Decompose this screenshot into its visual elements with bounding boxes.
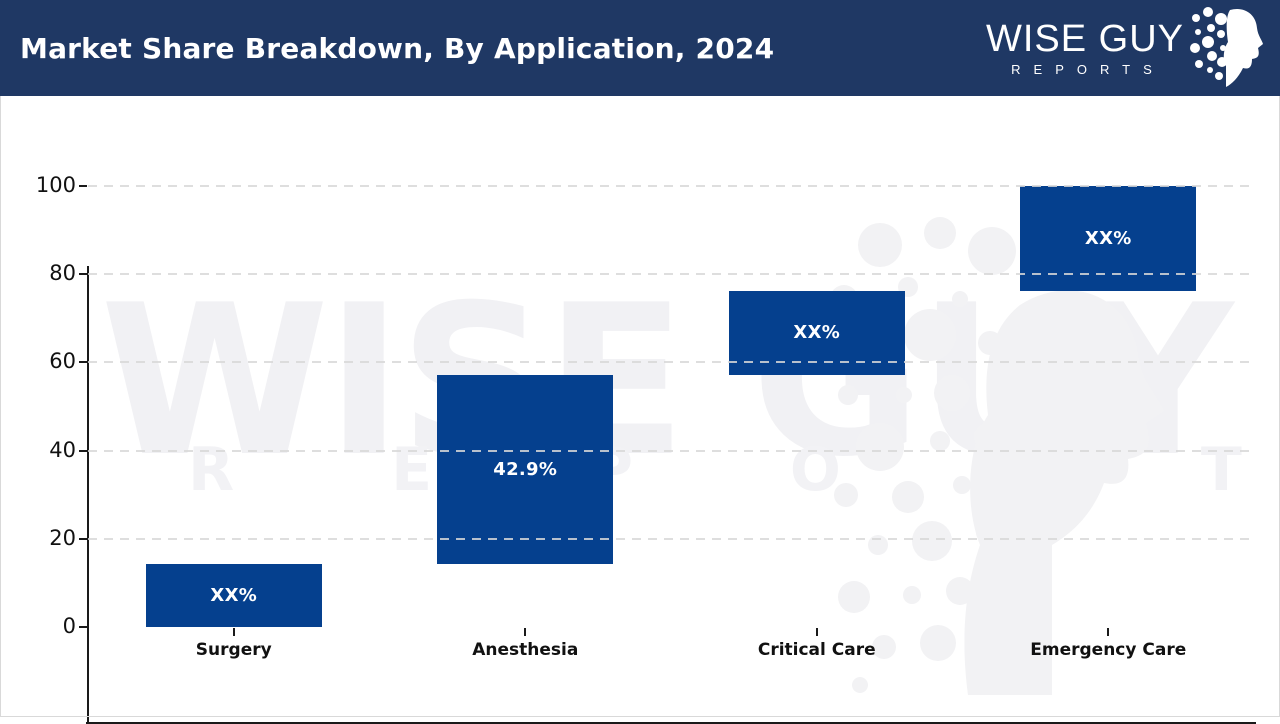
x-tick-3 bbox=[1107, 628, 1110, 636]
y-tick-label-0: 0 bbox=[62, 614, 76, 638]
chart-title: Market Share Breakdown, By Application, … bbox=[20, 31, 775, 65]
bar-value-label: 42.9% bbox=[493, 458, 558, 480]
gridline-y-60 bbox=[88, 361, 1254, 364]
x-tick-label-2: Critical Care bbox=[757, 640, 876, 660]
x-tick-label-3: Emergency Care bbox=[1030, 640, 1187, 660]
logo-wordmark: WISE GUY bbox=[985, 18, 1184, 60]
y-tick-60 bbox=[79, 361, 87, 364]
y-tick-0 bbox=[79, 626, 87, 628]
y-tick-label-20: 20 bbox=[49, 525, 76, 550]
gridline-y-40 bbox=[88, 449, 1254, 452]
bar-value-label: XX% bbox=[210, 584, 258, 606]
bar-value-label: XX% bbox=[1084, 227, 1132, 249]
bar-emergency-care: XX% bbox=[1020, 186, 1197, 291]
bar-surgery: XX% bbox=[145, 563, 322, 627]
x-tick-label-1: Anesthesia bbox=[472, 640, 579, 660]
x-tick-2 bbox=[815, 628, 818, 636]
y-axis-line bbox=[87, 266, 89, 724]
bar-anesthesia: 42.9% bbox=[437, 374, 614, 564]
gridline-y-100 bbox=[88, 185, 1254, 187]
gridline-y-80 bbox=[88, 273, 1254, 276]
y-tick-label-80: 80 bbox=[49, 261, 76, 286]
y-tick-40 bbox=[79, 449, 87, 452]
bar-critical-care: XX% bbox=[728, 290, 905, 375]
x-tick-label-0: Surgery bbox=[195, 640, 272, 660]
logo-subtitle: REPORTS bbox=[1011, 62, 1165, 77]
x-tick-1 bbox=[524, 628, 527, 636]
y-tick-100 bbox=[79, 185, 87, 187]
y-tick-label-100: 100 bbox=[35, 173, 76, 197]
bar-value-label: XX% bbox=[793, 322, 841, 344]
wiseguy-logo-text: WISE GUY REPORTS bbox=[986, 20, 1184, 76]
header-bar: Market Share Breakdown, By Application, … bbox=[0, 0, 1280, 96]
y-tick-label-40: 40 bbox=[49, 437, 76, 462]
y-tick-label-60: 60 bbox=[49, 349, 76, 374]
y-tick-80 bbox=[79, 273, 87, 276]
dotted-face-profile-icon bbox=[1186, 4, 1264, 92]
wiseguy-logo: WISE GUY REPORTS bbox=[986, 4, 1264, 92]
x-tick-0 bbox=[232, 628, 235, 636]
y-tick-20 bbox=[79, 537, 87, 540]
gridline-y-20 bbox=[88, 537, 1254, 540]
